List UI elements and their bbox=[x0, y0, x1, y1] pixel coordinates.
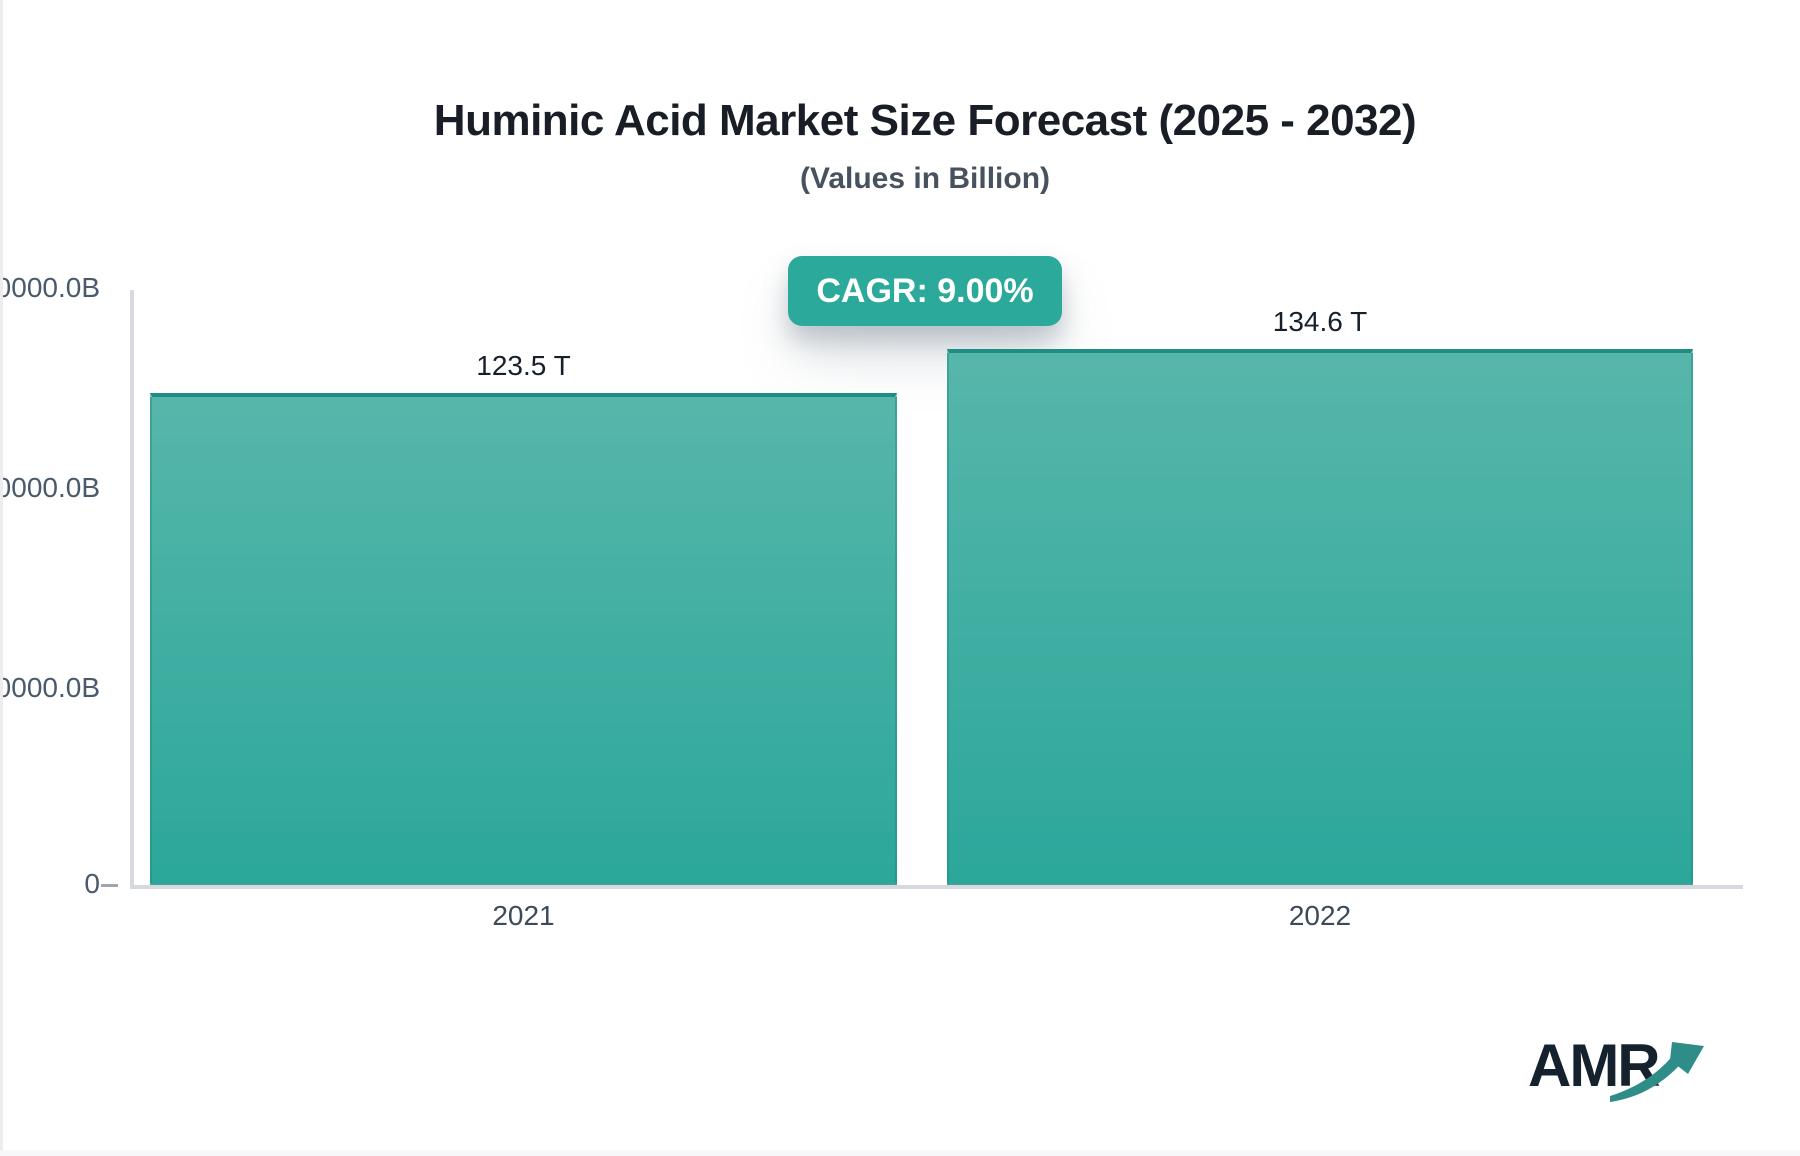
bar-2021 bbox=[150, 393, 897, 885]
x-tick-label-2022: 2022 bbox=[1288, 900, 1352, 931]
amr-logo: AMR bbox=[1528, 1030, 1748, 1120]
card-left-edge bbox=[0, 0, 3, 1156]
y-axis-line bbox=[130, 290, 134, 888]
y-tick-label-0: 0 bbox=[84, 868, 100, 899]
card-bottom-edge bbox=[0, 1150, 1800, 1156]
y-tick-label-150000: 150000.0B bbox=[0, 272, 100, 303]
cagr-badge: CAGR: 9.00% bbox=[788, 256, 1062, 326]
chart-title: Huminic Acid Market Size Forecast (2025 … bbox=[433, 96, 1417, 145]
y-tick-label-50000: 50000.0B bbox=[0, 672, 100, 703]
bar-value-label-2022: 134.6 T bbox=[1272, 306, 1368, 337]
bar-2022 bbox=[947, 349, 1693, 885]
y-tick-label-100000: 100000.0B bbox=[0, 472, 100, 503]
x-axis-line bbox=[130, 885, 1743, 889]
cagr-badge-label: CAGR: 9.00% bbox=[816, 271, 1034, 310]
growth-arrow-icon bbox=[1610, 1042, 1704, 1102]
chart-subtitle: (Values in Billion) bbox=[799, 162, 1051, 195]
bar-value-label-2021: 123.5 T bbox=[476, 350, 571, 381]
y-axis-zero-tick-mark bbox=[101, 884, 118, 887]
x-tick-label-2021: 2021 bbox=[492, 900, 555, 931]
